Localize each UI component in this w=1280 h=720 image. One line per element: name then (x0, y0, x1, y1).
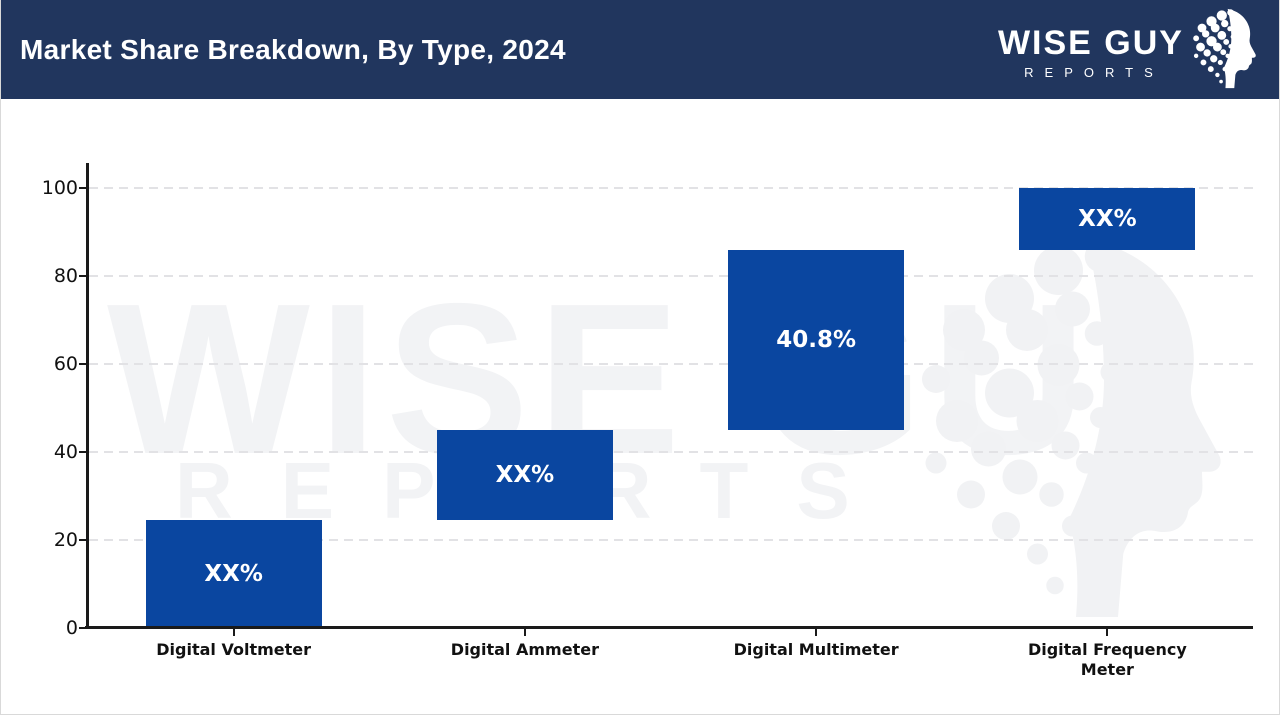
watermark-head-icon (922, 239, 1221, 617)
bar-value-label: 40.8% (776, 327, 857, 354)
x-axis-spine (85, 626, 1253, 629)
gridline (89, 274, 1253, 277)
y-tick-label: 40 (53, 440, 78, 463)
gridline (89, 187, 1253, 189)
x-tick-mark (1106, 629, 1109, 636)
y-tick-label: 80 (53, 264, 78, 287)
y-tick-mark (79, 538, 86, 541)
header-bar: Market Share Breakdown, By Type, 2024 WI… (0, 0, 1280, 99)
x-category-label: Digital Ammeter (450, 639, 599, 659)
y-tick-mark (79, 362, 86, 365)
gridline (89, 450, 1253, 453)
wiseguy-head-icon (1193, 8, 1256, 89)
bar-value-label: XX% (495, 461, 555, 488)
x-category-label: Digital Multimeter (733, 639, 899, 659)
y-tick-label: 0 (65, 616, 78, 639)
page-title: Market Share Breakdown, By Type, 2024 (20, 33, 566, 65)
y-tick-label: 100 (41, 177, 78, 199)
bar: XX% (1019, 188, 1196, 251)
bar-value-label: XX% (204, 560, 263, 587)
gridline (89, 362, 1253, 365)
x-tick-mark (232, 629, 235, 636)
y-axis-spine (86, 163, 89, 629)
x-category-label: Digital Frequency Meter (1027, 639, 1187, 679)
y-tick-mark (79, 187, 86, 189)
bar: XX% (145, 519, 322, 628)
y-tick-label: 20 (53, 528, 78, 551)
y-tick-mark (79, 274, 86, 277)
brand-logo: WISE GUY REPORTS (998, 6, 1268, 94)
bar-value-label: XX% (1078, 206, 1137, 233)
bar: 40.8% (728, 250, 905, 430)
bar: XX% (436, 429, 613, 520)
y-tick-mark (79, 450, 86, 453)
brand-name: WISE GUY (997, 24, 1184, 62)
y-tick-mark (79, 626, 86, 629)
x-tick-mark (815, 629, 818, 636)
x-category-label: Digital Voltmeter (156, 639, 311, 659)
x-tick-mark (523, 629, 526, 636)
y-tick-label: 60 (53, 352, 78, 375)
gridline (89, 538, 1253, 541)
brand-subtitle: REPORTS (1024, 65, 1164, 80)
